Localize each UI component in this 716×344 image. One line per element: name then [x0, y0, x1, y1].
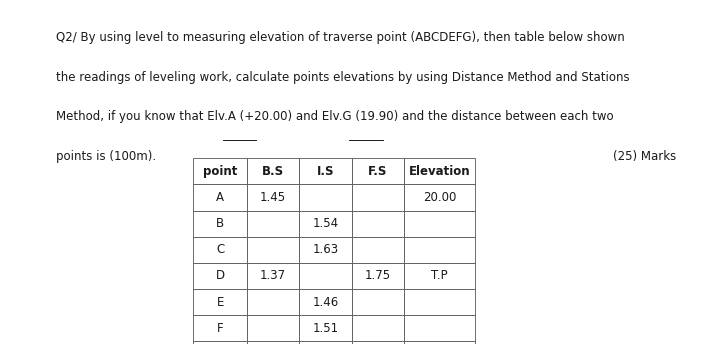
Text: Elevation: Elevation [409, 165, 470, 178]
Text: 1.46: 1.46 [312, 295, 339, 309]
Text: 1.54: 1.54 [312, 217, 339, 230]
Text: F.S: F.S [368, 165, 387, 178]
Text: I.S: I.S [316, 165, 334, 178]
Text: D: D [216, 269, 225, 282]
Text: 20.00: 20.00 [423, 191, 456, 204]
Text: B.S: B.S [262, 165, 284, 178]
Text: the readings of leveling work, calculate points elevations by using Distance Met: the readings of leveling work, calculate… [56, 71, 629, 84]
Text: points is (100m).: points is (100m). [56, 150, 156, 163]
Text: 1.37: 1.37 [260, 269, 286, 282]
Text: (25) Marks: (25) Marks [614, 150, 677, 163]
Text: 1.75: 1.75 [364, 269, 391, 282]
Text: point: point [203, 165, 238, 178]
Text: E: E [216, 295, 224, 309]
Text: Method, if you know that Elv.A (+20.00) and Elv.G (19.90) and the distance betwe: Method, if you know that Elv.A (+20.00) … [56, 110, 614, 123]
Text: B: B [216, 217, 224, 230]
Text: A: A [216, 191, 224, 204]
Text: T.P: T.P [431, 269, 448, 282]
Text: 1.45: 1.45 [260, 191, 286, 204]
Text: 1.63: 1.63 [312, 243, 339, 256]
Text: F: F [217, 322, 223, 335]
Text: C: C [216, 243, 224, 256]
Text: 1.51: 1.51 [312, 322, 339, 335]
Text: Q2/ By using level to measuring elevation of traverse point (ABCDEFG), then tabl: Q2/ By using level to measuring elevatio… [56, 31, 624, 44]
